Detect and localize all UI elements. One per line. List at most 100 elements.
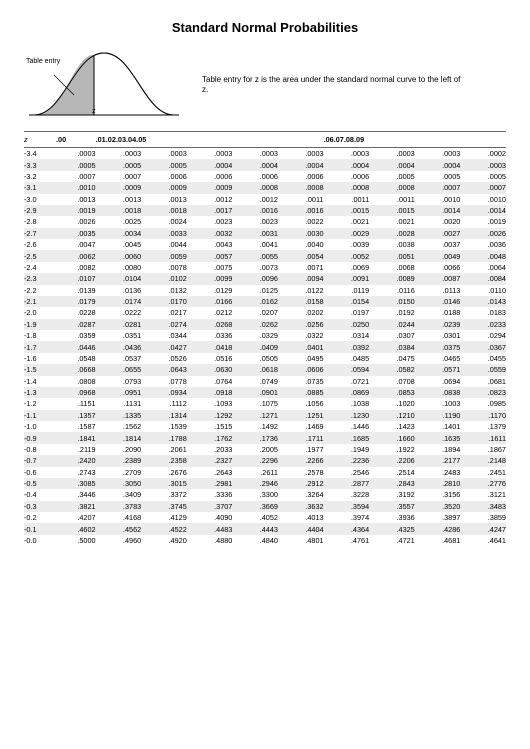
prob-cell: .0026: [460, 228, 506, 239]
z-cell: -1.4: [24, 376, 50, 387]
prob-cell: .0009: [96, 182, 142, 193]
prob-cell: .0119: [324, 285, 370, 296]
prob-cell: .4880: [187, 535, 233, 546]
z-cell: -1.6: [24, 353, 50, 364]
table-row: -3.3.0005.0005.0005.0004.0004.0004.0004.…: [24, 159, 506, 170]
prob-cell: .0010: [50, 182, 96, 193]
prob-cell: .0465: [415, 353, 461, 364]
prob-cell: .0179: [50, 296, 96, 307]
prob-cell: .2389: [96, 455, 142, 466]
prob-cell: .0721: [324, 376, 370, 387]
prob-cell: .4325: [369, 523, 415, 534]
prob-cell: .0007: [50, 171, 96, 182]
prob-cell: .0003: [187, 148, 233, 160]
prob-cell: .1271: [232, 410, 278, 421]
prob-cell: .2483: [415, 467, 461, 478]
prob-cell: .0021: [324, 216, 370, 227]
prob-cell: .0023: [187, 216, 233, 227]
prob-cell: .0143: [460, 296, 506, 307]
probability-table: z .00 .01.02.03.04.05 .06.07.08.09 -3.4.…: [24, 131, 506, 546]
prob-cell: .0294: [460, 330, 506, 341]
prob-cell: .0207: [232, 307, 278, 318]
prob-cell: .1685: [324, 432, 370, 443]
prob-cell: .0044: [141, 239, 187, 250]
prob-cell: .0029: [324, 228, 370, 239]
prob-cell: .2206: [369, 455, 415, 466]
z-cell: -2.2: [24, 285, 50, 296]
z-cell: -2.3: [24, 273, 50, 284]
prob-cell: .4960: [96, 535, 142, 546]
z-cell: -0.9: [24, 432, 50, 443]
prob-cell: .3897: [415, 512, 461, 523]
prob-cell: .4681: [415, 535, 461, 546]
prob-cell: .0022: [278, 216, 324, 227]
prob-cell: .0475: [369, 353, 415, 364]
prob-cell: .0618: [232, 364, 278, 375]
table-row: -0.8.2119.2090.2061.2033.2005.1977.1949.…: [24, 444, 506, 455]
prob-cell: .0014: [415, 205, 461, 216]
prob-cell: .0336: [187, 330, 233, 341]
prob-cell: .0003: [415, 148, 461, 160]
prob-cell: .3085: [50, 478, 96, 489]
prob-cell: .1922: [369, 444, 415, 455]
z-cell: -0.7: [24, 455, 50, 466]
z-cell: -2.6: [24, 239, 50, 250]
table-row: -0.3.3821.3783.3745.3707.3669.3632.3594.…: [24, 501, 506, 512]
prob-cell: .2514: [369, 467, 415, 478]
table-row: -1.2.1151.1131.1112.1093.1075.1056.1038.…: [24, 398, 506, 409]
prob-cell: .3821: [50, 501, 96, 512]
prob-cell: .0582: [369, 364, 415, 375]
prob-cell: .1357: [50, 410, 96, 421]
z-cell: -1.7: [24, 341, 50, 352]
prob-cell: .0009: [141, 182, 187, 193]
prob-cell: .0256: [278, 319, 324, 330]
prob-cell: .4443: [232, 523, 278, 534]
prob-cell: .0018: [141, 205, 187, 216]
z-cell: -0.2: [24, 512, 50, 523]
prob-cell: .0102: [141, 273, 187, 284]
prob-cell: .4840: [232, 535, 278, 546]
prob-cell: .0066: [415, 262, 461, 273]
prob-cell: .0073: [232, 262, 278, 273]
prob-cell: .0008: [324, 182, 370, 193]
prob-cell: .0003: [460, 159, 506, 170]
z-cell: -1.0: [24, 421, 50, 432]
prob-cell: .0019: [460, 216, 506, 227]
prob-cell: .1190: [415, 410, 461, 421]
prob-cell: .3707: [187, 501, 233, 512]
z-cell: -1.5: [24, 364, 50, 375]
prob-cell: .0150: [369, 296, 415, 307]
z-cell: -1.1: [24, 410, 50, 421]
prob-cell: .3594: [324, 501, 370, 512]
z-cell: -0.0: [24, 535, 50, 546]
prob-cell: .1492: [232, 421, 278, 432]
prob-cell: .2843: [369, 478, 415, 489]
table-row: -1.4.0808.0793.0778.0764.0749.0735.0721.…: [24, 376, 506, 387]
table-row: -1.3.0968.0951.0934.0918.0901.0885.0869.…: [24, 387, 506, 398]
prob-cell: .0009: [187, 182, 233, 193]
table-row: -2.0.0228.0222.0217.0212.0207.0202.0197.…: [24, 307, 506, 318]
prob-cell: .0015: [369, 205, 415, 216]
prob-cell: .3632: [278, 501, 324, 512]
prob-cell: .0104: [96, 273, 142, 284]
prob-cell: .0262: [232, 319, 278, 330]
z-cell: -1.3: [24, 387, 50, 398]
prob-cell: .0006: [187, 171, 233, 182]
prob-cell: .0043: [187, 239, 233, 250]
table-row: -1.7.0446.0436.0427.0418.0409.0401.0392.…: [24, 341, 506, 352]
z-cell: -3.2: [24, 171, 50, 182]
prob-cell: .0668: [50, 364, 96, 375]
prob-cell: .0096: [232, 273, 278, 284]
prob-cell: .3015: [141, 478, 187, 489]
prob-cell: .4129: [141, 512, 187, 523]
prob-cell: .0003: [141, 148, 187, 160]
prob-cell: .0244: [369, 319, 415, 330]
prob-cell: .0032: [187, 228, 233, 239]
prob-cell: .0594: [324, 364, 370, 375]
table-entry-label: Table entry: [26, 58, 60, 65]
prob-cell: .0016: [278, 205, 324, 216]
prob-cell: .0307: [369, 330, 415, 341]
prob-cell: .1949: [324, 444, 370, 455]
prob-cell: .1446: [324, 421, 370, 432]
table-row: -1.9.0287.0281.0274.0268.0262.0256.0250.…: [24, 319, 506, 330]
